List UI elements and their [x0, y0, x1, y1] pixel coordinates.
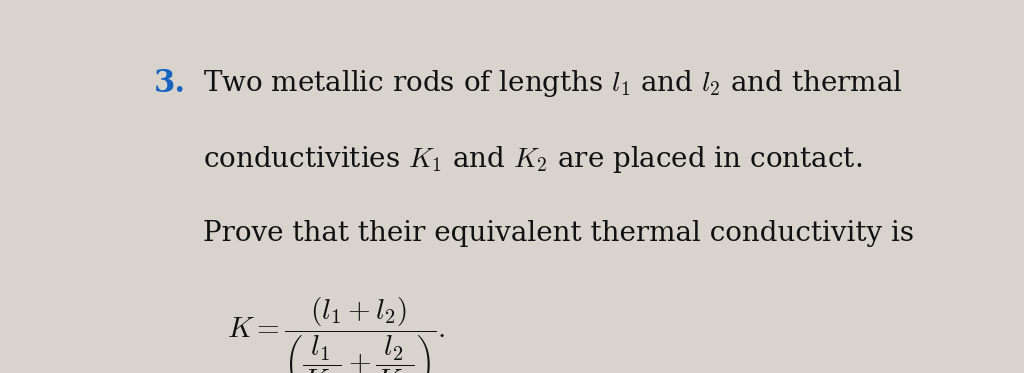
Text: conductivities $K_1$ and $K_2$ are placed in contact.: conductivities $K_1$ and $K_2$ are place…	[204, 144, 862, 175]
Text: 3.: 3.	[155, 68, 186, 99]
Text: $K = \dfrac{(l_1 + l_2)}{\left(\dfrac{l_1}{K_1} + \dfrac{l_2}{K_2}\right)}.$: $K = \dfrac{(l_1 + l_2)}{\left(\dfrac{l_…	[227, 296, 445, 373]
Text: Prove that their equivalent thermal conductivity is: Prove that their equivalent thermal cond…	[204, 220, 914, 247]
Text: Two metallic rods of lengths $l_1$ and $l_2$ and thermal: Two metallic rods of lengths $l_1$ and $…	[204, 68, 903, 99]
